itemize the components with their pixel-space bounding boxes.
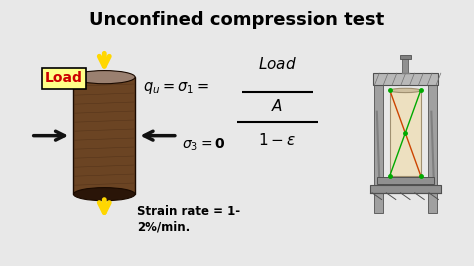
Text: $A$: $A$ xyxy=(271,98,283,114)
Bar xyxy=(402,57,408,73)
Bar xyxy=(374,80,383,213)
Bar xyxy=(377,177,434,184)
Bar xyxy=(73,77,135,194)
Bar xyxy=(370,185,441,193)
Bar xyxy=(400,55,411,59)
Bar xyxy=(428,80,437,213)
Text: Unconfined compression test: Unconfined compression test xyxy=(90,11,384,29)
Text: Load: Load xyxy=(45,72,83,85)
Bar xyxy=(390,90,420,176)
Text: $\sigma_3 = \mathbf{0}$: $\sigma_3 = \mathbf{0}$ xyxy=(182,137,226,153)
Ellipse shape xyxy=(73,188,135,201)
Text: $q_u = \sigma_1 =$: $q_u = \sigma_1 =$ xyxy=(143,80,209,96)
Ellipse shape xyxy=(73,70,135,84)
Text: $Load$: $Load$ xyxy=(258,56,297,72)
Bar xyxy=(373,73,438,85)
Ellipse shape xyxy=(390,88,420,93)
Text: $1 - \varepsilon$: $1 - \varepsilon$ xyxy=(258,132,296,148)
Text: Strain rate = 1-
2%/min.: Strain rate = 1- 2%/min. xyxy=(137,205,241,234)
